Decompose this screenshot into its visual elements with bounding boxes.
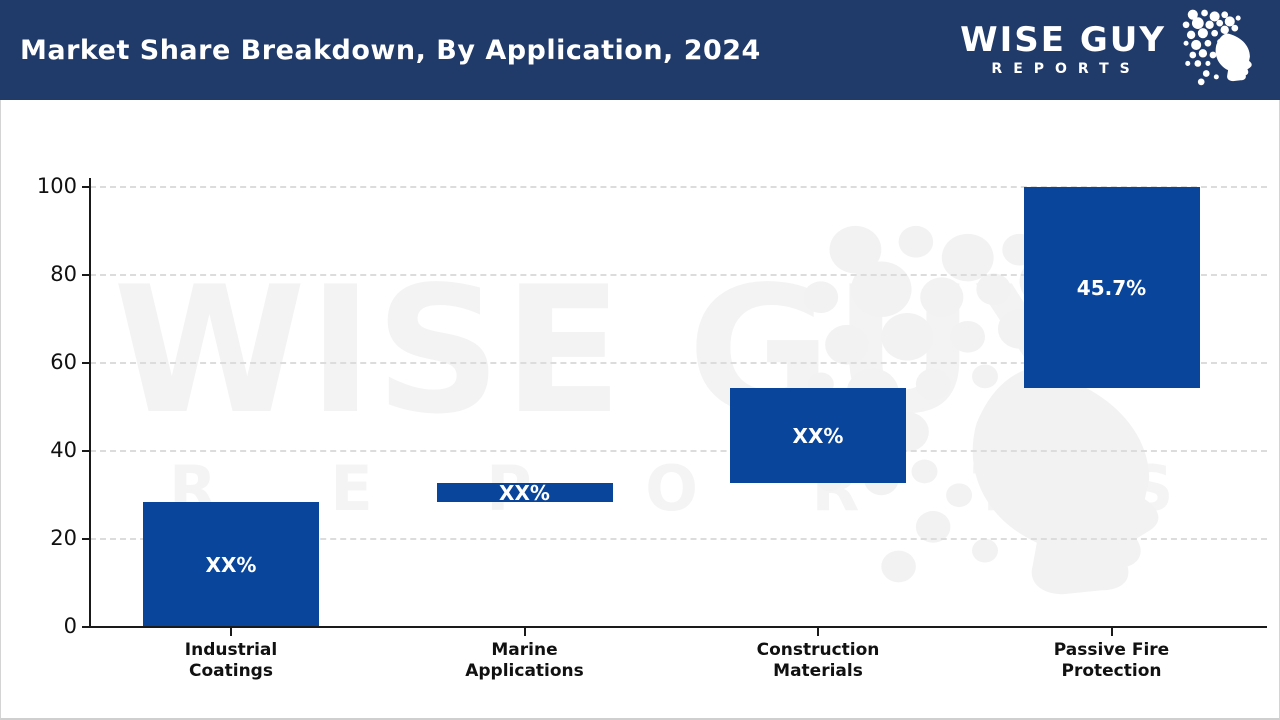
- x-category-label: Marine Applications: [415, 640, 635, 682]
- plot-area: WISE GUY R E P O R T S 0 20 40 60 80 100 XX% In…: [0, 100, 1280, 720]
- y-tick-label: 20: [50, 526, 77, 550]
- bar-segment: XX%: [436, 480, 613, 505]
- gridline: [90, 450, 1267, 452]
- logo-text: WISE GUY REPORTS: [960, 22, 1166, 78]
- y-tick-label: 80: [50, 262, 77, 286]
- x-category-label: Passive Fire Protection: [1002, 640, 1222, 682]
- x-category-label-line: Passive Fire: [1053, 640, 1170, 660]
- bar-value-label: XX%: [205, 552, 257, 577]
- bar-value-label: XX%: [499, 480, 550, 505]
- logo-subtitle: REPORTS: [991, 61, 1141, 77]
- logo-face-icon: [1182, 9, 1252, 86]
- x-category-label: Industrial Coatings: [121, 640, 341, 682]
- gridline: [90, 362, 1267, 364]
- x-category-label-line: Applications: [465, 661, 584, 681]
- y-tick-label: 0: [63, 614, 77, 638]
- header-bar: Market Share Breakdown, By Application, …: [0, 0, 1280, 100]
- x-category-label: Construction Materials: [708, 640, 928, 682]
- y-tick-mark: [82, 450, 90, 452]
- bar-segment: XX%: [143, 502, 319, 627]
- x-category-label-line: Materials: [773, 661, 863, 681]
- x-category-label-line: Coatings: [189, 661, 273, 681]
- y-axis-line: [89, 178, 91, 628]
- x-category-label-line: Industrial: [184, 640, 278, 660]
- x-tick-mark: [817, 628, 819, 636]
- wise-guy-logo: WISE GUY REPORTS: [960, 6, 1266, 94]
- gridline: [90, 274, 1267, 276]
- y-tick-label: 100: [36, 174, 77, 198]
- y-tick-mark: [82, 538, 90, 540]
- page-title: Market Share Breakdown, By Application, …: [20, 34, 761, 66]
- bar-segment: XX%: [730, 388, 906, 484]
- x-tick-mark: [523, 628, 526, 636]
- bar-value-label: 45.7%: [1076, 275, 1147, 300]
- x-tick-mark: [230, 628, 232, 636]
- y-tick-label: 40: [50, 438, 77, 462]
- y-tick-mark: [82, 362, 90, 364]
- x-tick-mark: [1110, 628, 1113, 636]
- y-tick-label: 60: [50, 350, 77, 374]
- x-category-label-line: Construction: [756, 640, 880, 660]
- x-category-label-line: Protection: [1061, 661, 1162, 681]
- bar-value-label: XX%: [792, 423, 844, 448]
- logo-wordmark: WISE GUY: [960, 20, 1166, 60]
- x-axis-line: [89, 626, 1267, 628]
- bar-segment: 45.7%: [1023, 187, 1200, 389]
- y-tick-mark: [82, 274, 90, 276]
- y-tick-mark: [82, 186, 90, 188]
- y-tick-mark: [82, 626, 90, 628]
- gridline: [90, 538, 1267, 540]
- gridline: [90, 186, 1267, 188]
- x-category-label-line: Marine: [491, 640, 558, 660]
